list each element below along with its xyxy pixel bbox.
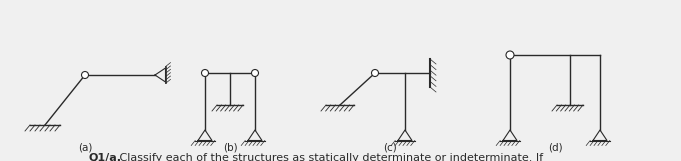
Text: Classify each of the structures as statically determinate or indeterminate. If
i: Classify each of the structures as stati… <box>116 153 543 161</box>
Text: (b): (b) <box>223 142 237 152</box>
Text: (d): (d) <box>548 142 563 152</box>
Circle shape <box>251 70 259 76</box>
Text: (a): (a) <box>78 142 92 152</box>
Circle shape <box>506 51 514 59</box>
Circle shape <box>202 70 208 76</box>
Circle shape <box>372 70 379 76</box>
Text: Q1/a.: Q1/a. <box>89 153 121 161</box>
Text: (c): (c) <box>383 142 397 152</box>
Circle shape <box>82 71 89 79</box>
